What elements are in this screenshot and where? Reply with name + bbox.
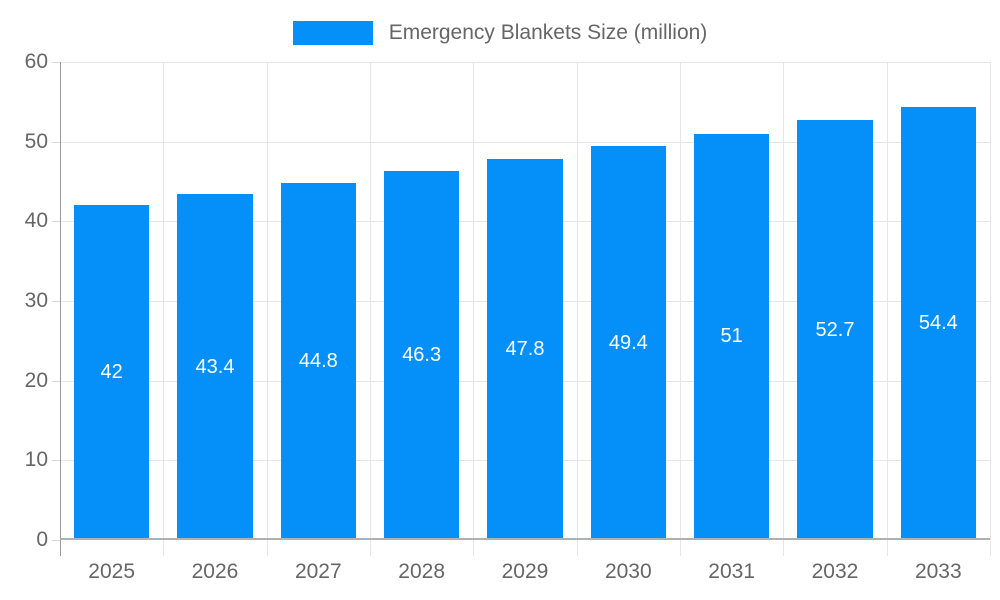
bar-column: 44.8 (267, 62, 370, 540)
x-axis-tick-label: 2025 (88, 560, 136, 583)
bar-column: 42 (60, 62, 163, 540)
x-axis-tick-label: 2032 (811, 560, 859, 583)
bar-value-label: 51 (720, 325, 743, 348)
gridline-vertical (370, 62, 371, 556)
y-axis-tick-label: 60 (24, 50, 48, 73)
y-axis-tick-label: 0 (36, 528, 48, 551)
gridline-vertical (473, 62, 475, 556)
gridline-vertical (576, 62, 578, 556)
bar-2030: 49.4 (590, 146, 667, 540)
x-axis-tick-label: 2031 (708, 560, 756, 583)
y-tick-mark (52, 301, 60, 302)
y-axis-tick-label: 40 (24, 209, 48, 233)
gridline-horizontal (60, 141, 990, 143)
y-tick-mark (52, 141, 60, 143)
bar-value-label: 43.4 (195, 355, 235, 378)
bar-column: 46.3 (370, 62, 473, 540)
y-axis-line (60, 62, 61, 556)
x-axis-tick-label: 2026 (191, 560, 239, 583)
bar-column: 43.4 (163, 62, 266, 540)
bar-value-label: 42 (100, 361, 123, 384)
bar-2025: 42 (73, 205, 150, 540)
bar-2031: 51 (693, 133, 770, 540)
bar-value-label: 49.4 (608, 331, 648, 354)
bar-2029: 47.8 (487, 159, 563, 540)
bar-value-label: 44.8 (298, 350, 338, 373)
bar-column: 49.4 (577, 62, 680, 540)
legend[interactable]: Emergency Blankets Size (million) (0, 18, 1000, 48)
x-axis-tick-label: 2033 (914, 560, 962, 583)
gridline-vertical (990, 62, 991, 556)
legend-label[interactable]: Emergency Blankets Size (million) (388, 21, 708, 44)
bar-value-label: 46.3 (402, 344, 442, 367)
y-tick-mark (52, 221, 60, 223)
gridline-vertical (163, 62, 165, 556)
bar-2027: 44.8 (280, 183, 357, 540)
bar-2033: 54.4 (900, 106, 977, 540)
bar-column: 54.4 (887, 62, 990, 540)
gridline-vertical (680, 62, 681, 556)
gridline-vertical (266, 62, 268, 556)
y-tick-mark (52, 62, 60, 63)
bar-2032: 52.7 (797, 120, 873, 540)
bar-column: 51 (680, 62, 783, 540)
y-axis-tick-label: 30 (24, 289, 48, 312)
bar-column: 52.7 (783, 62, 886, 540)
y-axis-tick-label: 50 (24, 129, 48, 153)
x-axis-tick-label: 2028 (398, 560, 446, 583)
y-axis-tick-label: 20 (24, 368, 48, 392)
y-axis-tick-label: 10 (24, 448, 48, 472)
y-tick-mark (52, 460, 60, 462)
bar-value-label: 52.7 (815, 318, 855, 341)
bar-2028: 46.3 (383, 171, 460, 540)
x-axis-tick-label: 2027 (294, 560, 342, 583)
x-axis-tick-label: 2030 (604, 560, 652, 583)
bar-2026: 43.4 (177, 194, 253, 540)
legend-swatch[interactable] (292, 21, 373, 45)
plot-area: 0 10 20 30 40 50 60 42 43.4 44.8 46.3 47.8 49.4 51 52.… (25, 50, 991, 583)
bar-column: 47.8 (473, 62, 576, 540)
x-axis-tick-label: 2029 (501, 560, 549, 583)
bar-value-label: 47.8 (505, 338, 545, 361)
gridline-horizontal (60, 62, 990, 63)
gridline-vertical (886, 62, 888, 556)
y-tick-mark (52, 380, 60, 382)
gridline-vertical (783, 62, 785, 556)
bar-value-label: 54.4 (918, 311, 958, 334)
y-tick-mark (52, 540, 60, 541)
x-axis-line (60, 538, 990, 540)
